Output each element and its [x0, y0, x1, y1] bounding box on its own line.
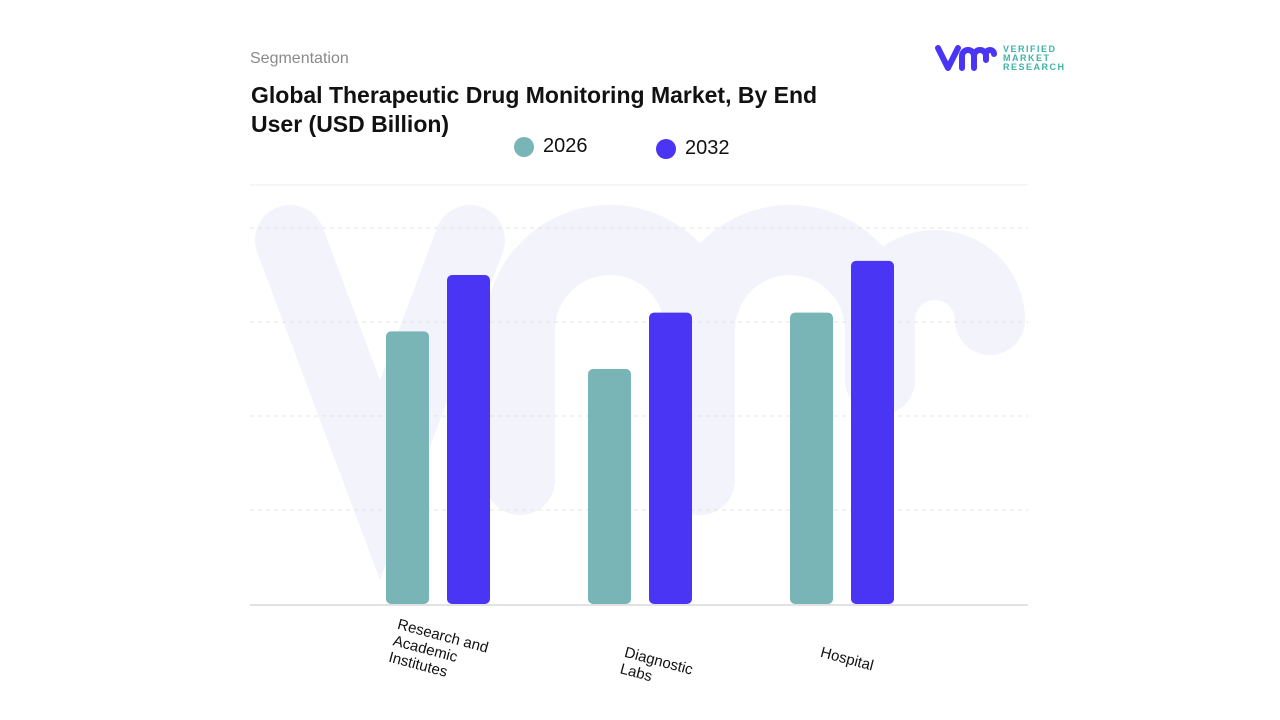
- bar-2032: [851, 260, 894, 604]
- bar-2032: [649, 312, 692, 604]
- legend-label: 2026: [543, 135, 588, 157]
- bar-2032: [447, 275, 490, 604]
- legend-swatch: [656, 138, 676, 159]
- logo: VERIFIED MARKET RESEARCH: [935, 44, 1066, 72]
- bar-2026: [588, 369, 631, 604]
- bar-2026: [386, 331, 429, 604]
- legend-label: 2032: [685, 137, 730, 159]
- watermark-logo: [255, 205, 1025, 580]
- legend-swatch: [514, 136, 534, 157]
- chart-title: Global Therapeutic Drug Monitoring Marke…: [251, 82, 818, 137]
- section-label: Segmentation: [250, 50, 349, 67]
- legend-item-2026: 2026: [514, 135, 588, 158]
- bar-2026: [790, 312, 833, 604]
- legend-item-2032: 2032: [656, 137, 730, 160]
- vmr-logo-icon: [935, 45, 997, 71]
- logo-text: VERIFIED MARKET RESEARCH: [1003, 43, 1066, 72]
